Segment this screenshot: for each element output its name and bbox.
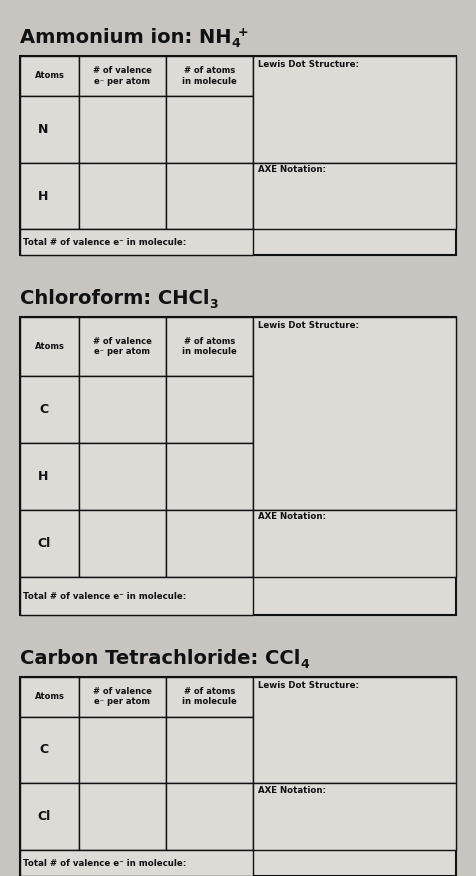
Bar <box>253 56 456 163</box>
Bar <box>79 56 166 95</box>
Bar <box>166 56 253 95</box>
Bar <box>79 783 166 850</box>
Bar <box>20 316 79 377</box>
Bar <box>253 316 456 510</box>
Bar <box>253 783 456 850</box>
Bar <box>20 56 79 95</box>
Text: Atoms: Atoms <box>34 342 64 351</box>
Bar <box>166 510 253 576</box>
Bar <box>20 377 79 443</box>
Bar <box>79 510 166 576</box>
Text: Chloroform: CHCl: Chloroform: CHCl <box>20 289 209 307</box>
Text: AXE Notation:: AXE Notation: <box>258 166 327 174</box>
Text: Cl: Cl <box>37 537 50 550</box>
Text: # of valence
e⁻ per atom: # of valence e⁻ per atom <box>93 336 152 357</box>
Text: H: H <box>39 189 49 202</box>
Text: 3: 3 <box>209 298 218 311</box>
Bar <box>79 163 166 230</box>
Text: Cl: Cl <box>37 810 50 823</box>
Bar <box>79 95 166 163</box>
Text: Lewis Dot Structure:: Lewis Dot Structure: <box>258 321 359 330</box>
Bar <box>20 850 253 876</box>
Text: Total # of valence e⁻ in molecule:: Total # of valence e⁻ in molecule: <box>23 858 187 867</box>
Text: AXE Notation:: AXE Notation: <box>258 786 327 795</box>
Text: Total # of valence e⁻ in molecule:: Total # of valence e⁻ in molecule: <box>23 238 187 247</box>
Bar <box>253 163 456 230</box>
Bar <box>20 717 79 783</box>
Text: +: + <box>238 25 248 39</box>
Text: 4: 4 <box>231 37 240 50</box>
Bar <box>166 783 253 850</box>
Bar <box>166 717 253 783</box>
Bar <box>20 443 79 510</box>
Bar <box>166 677 253 717</box>
Text: # of valence
e⁻ per atom: # of valence e⁻ per atom <box>93 67 152 86</box>
Text: AXE Notation:: AXE Notation: <box>258 512 327 521</box>
Bar <box>79 717 166 783</box>
Bar <box>20 783 79 850</box>
Bar <box>20 677 456 876</box>
Text: H: H <box>39 470 49 483</box>
Bar <box>79 377 166 443</box>
Bar <box>20 56 456 255</box>
Bar <box>20 163 79 230</box>
Bar <box>20 576 253 616</box>
Bar <box>166 377 253 443</box>
Bar <box>20 95 79 163</box>
Text: C: C <box>39 744 48 757</box>
Text: # of atoms
in molecule: # of atoms in molecule <box>182 687 237 706</box>
Text: Carbon Tetrachloride: CCl: Carbon Tetrachloride: CCl <box>20 649 300 668</box>
Bar <box>79 443 166 510</box>
Bar <box>166 95 253 163</box>
Text: Atoms: Atoms <box>34 72 64 81</box>
Bar <box>166 163 253 230</box>
Text: N: N <box>39 123 49 136</box>
Text: 4: 4 <box>300 658 309 671</box>
Text: Lewis Dot Structure:: Lewis Dot Structure: <box>258 60 359 69</box>
Bar <box>79 316 166 377</box>
Bar <box>253 677 456 783</box>
Text: Ammonium ion: NH: Ammonium ion: NH <box>20 28 231 47</box>
Text: Total # of valence e⁻ in molecule:: Total # of valence e⁻ in molecule: <box>23 591 187 601</box>
Text: C: C <box>39 403 48 416</box>
Bar <box>79 677 166 717</box>
Bar <box>166 443 253 510</box>
Text: # of atoms
in molecule: # of atoms in molecule <box>182 336 237 357</box>
Bar <box>253 510 456 576</box>
Text: Lewis Dot Structure:: Lewis Dot Structure: <box>258 682 359 690</box>
Bar <box>20 316 456 616</box>
Bar <box>20 230 253 255</box>
Bar <box>20 677 79 717</box>
Bar <box>166 316 253 377</box>
Text: # of valence
e⁻ per atom: # of valence e⁻ per atom <box>93 687 152 706</box>
Text: Atoms: Atoms <box>34 692 64 701</box>
Text: # of atoms
in molecule: # of atoms in molecule <box>182 67 237 86</box>
Bar <box>20 510 79 576</box>
